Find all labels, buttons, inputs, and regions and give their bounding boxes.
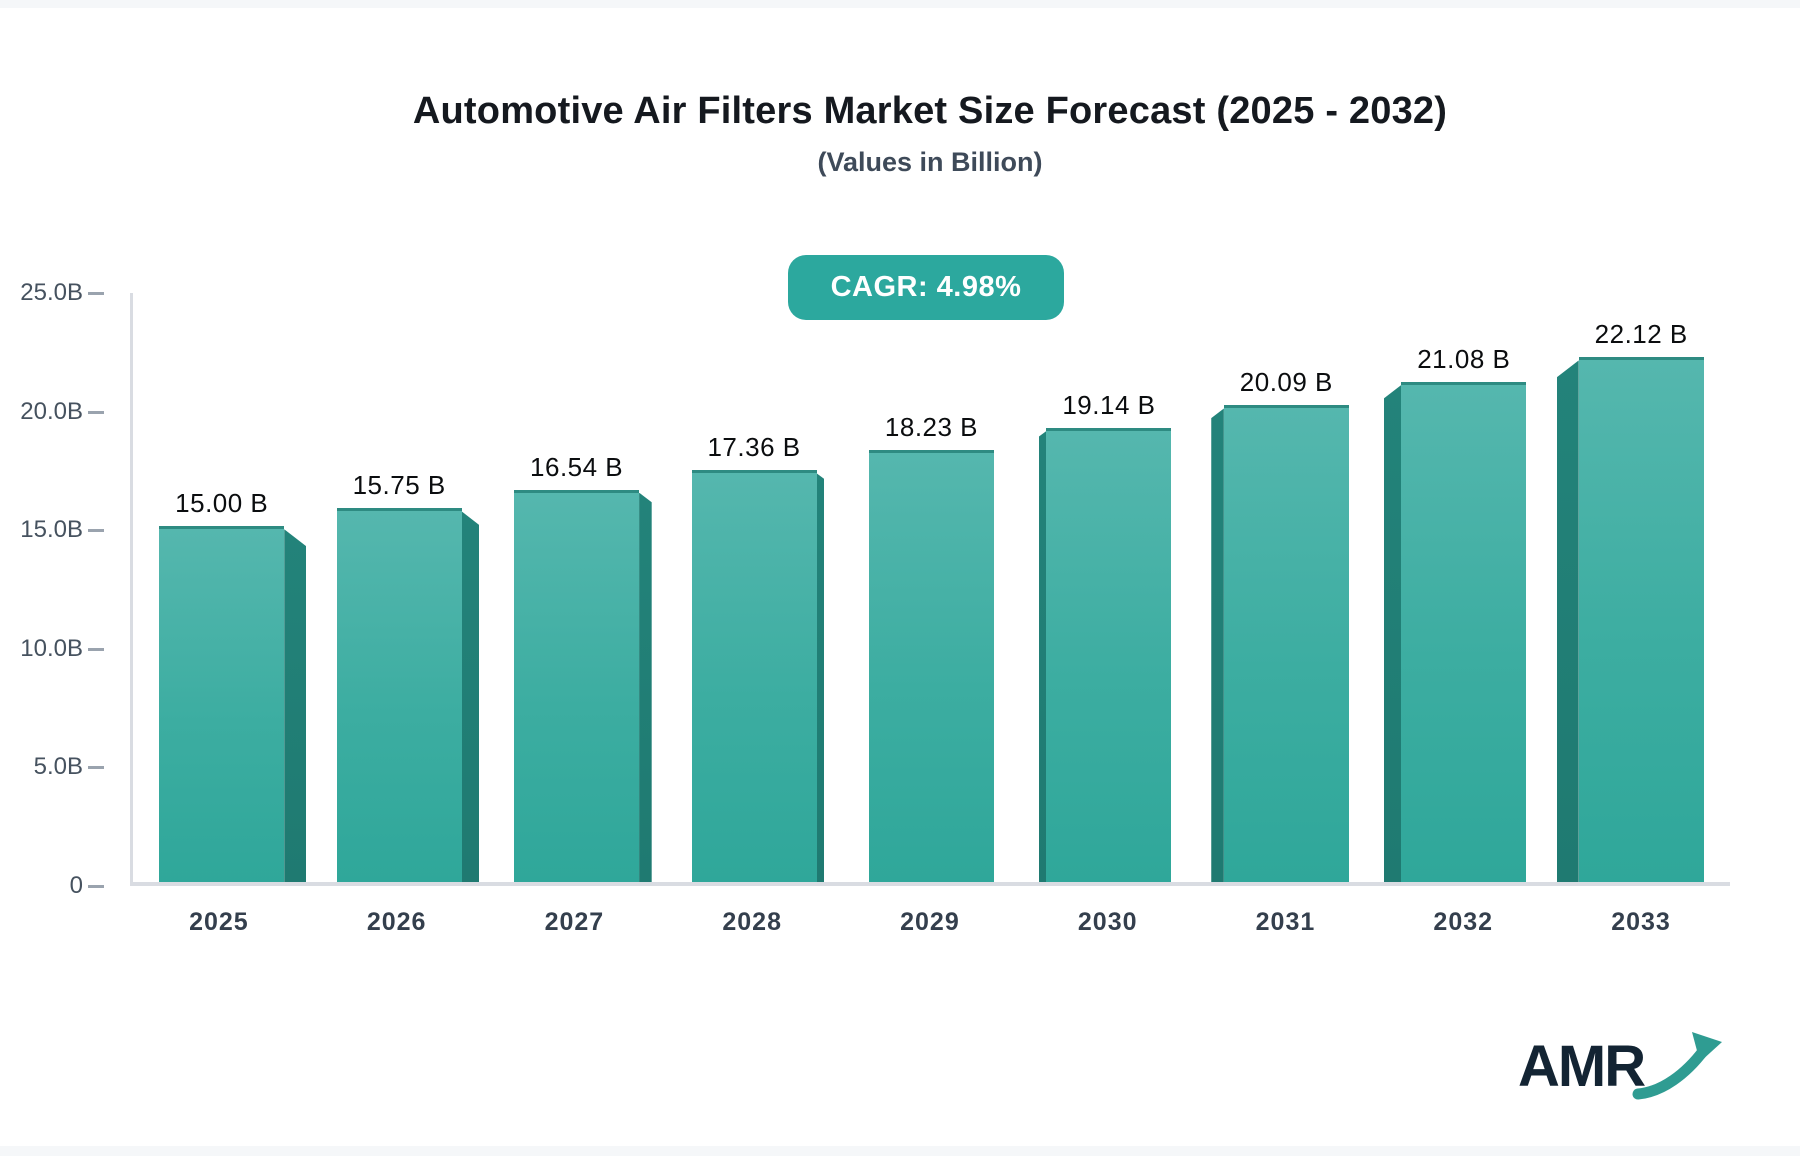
page-background-strip-bottom	[0, 1146, 1800, 1156]
bar-side-face	[816, 473, 825, 882]
y-axis-tick	[88, 410, 104, 414]
x-axis-label-2029: 2029	[900, 908, 960, 936]
bar-value-label: 21.08 B	[1417, 343, 1511, 374]
bar-side-face	[461, 511, 480, 882]
bar-2031: 20.09 B	[1211, 367, 1349, 882]
bar-2030: 19.14 B	[1038, 390, 1172, 882]
bar-side-face	[1038, 431, 1047, 882]
bar-side-face	[639, 492, 652, 882]
bar-slot: 19.14 B	[1020, 293, 1197, 882]
bar-slot: 15.75 B	[310, 293, 487, 882]
amr-logo: AMR	[1518, 1032, 1722, 1100]
cagr-badge: CAGR: 4.98%	[788, 255, 1064, 320]
x-axis-label-2025: 2025	[189, 908, 249, 936]
bar-side-face	[1383, 384, 1402, 882]
bar-slot: 17.36 B	[665, 293, 842, 882]
bar-2025: 15.00 B	[159, 488, 307, 882]
amr-logo-text: AMR	[1518, 1034, 1645, 1099]
bar-slot: 18.23 B	[843, 293, 1020, 882]
bar-value-label: 15.75 B	[352, 470, 446, 501]
bar-slot: 20.09 B	[1198, 293, 1375, 882]
chart-title: Automotive Air Filters Market Size Forec…	[412, 90, 1448, 132]
y-axis-tick	[88, 766, 104, 770]
bar-side-face	[1556, 360, 1579, 882]
bar-value-label: 16.54 B	[530, 451, 624, 482]
bar-slot: 21.08 B	[1375, 293, 1552, 882]
bar-value-label: 22.12 B	[1594, 319, 1688, 350]
page-background-strip-top	[0, 0, 1800, 8]
bar-2033: 22.12 B	[1556, 319, 1704, 882]
y-axis-tick-label: 0	[69, 872, 83, 899]
x-axis-label-2032: 2032	[1433, 908, 1494, 936]
y-axis-tick	[88, 885, 104, 888]
y-axis-tick-label: 25.0B	[20, 279, 83, 306]
y-axis-tick-label: 15.0B	[20, 516, 83, 544]
x-axis-label-2030: 2030	[1077, 908, 1138, 936]
bar-2028: 17.36 B	[691, 432, 825, 882]
plot-area: 15.00 B 15.75 B 16.54 B 17.36 B 18.23 B 19.14…	[20, 279, 1730, 899]
y-axis-tick-label: 5.0B	[33, 753, 83, 781]
x-axis-label-2027: 2027	[544, 908, 605, 936]
bar-slot: 15.00 B	[133, 293, 310, 882]
x-axis-label-2033: 2033	[1611, 908, 1671, 936]
chart-header: Automotive Air Filters Market Size Forec…	[130, 90, 1730, 178]
bar-side-face	[284, 529, 307, 882]
x-axis-label-2031: 2031	[1255, 908, 1316, 936]
x-axis-label-2026: 2026	[366, 908, 427, 936]
y-axis-tick	[88, 529, 104, 533]
y-axis-tick-label: 10.0B	[20, 634, 83, 662]
cagr-badge-label: CAGR: 4.98%	[830, 271, 1022, 303]
bar-2029: 18.23 B	[868, 412, 994, 882]
bar-value-label: 17.36 B	[707, 432, 801, 463]
y-axis-tick	[88, 292, 104, 295]
y-axis-tick-label: 20.0B	[20, 397, 83, 425]
bar-value-label: 18.23 B	[884, 411, 979, 442]
x-axis-labels: 2025 2026 2027 2028 2029 2030 2031 2032 2033	[130, 908, 1730, 937]
bar-side-face	[1211, 408, 1224, 882]
bar-value-label: 15.00 B	[175, 488, 269, 519]
x-axis-label-2028: 2028	[722, 908, 782, 936]
bar-2026: 15.75 B	[336, 470, 480, 882]
y-axis-tick	[88, 647, 104, 651]
bar-value-label: 20.09 B	[1239, 367, 1333, 398]
bar-slot: 22.12 B	[1553, 293, 1730, 882]
trend-up-arrow-icon	[1632, 1032, 1722, 1100]
bar-2032: 21.08 B	[1383, 344, 1527, 882]
bars-container: 15.00 B 15.75 B 16.54 B 17.36 B 18.23 B 19.14…	[133, 293, 1730, 882]
bar-2027: 16.54 B	[514, 452, 652, 882]
bar-value-label: 19.14 B	[1062, 390, 1156, 420]
bar-slot: 16.54 B	[488, 293, 665, 882]
chart-subtitle: (Values in Billion)	[817, 147, 1043, 177]
